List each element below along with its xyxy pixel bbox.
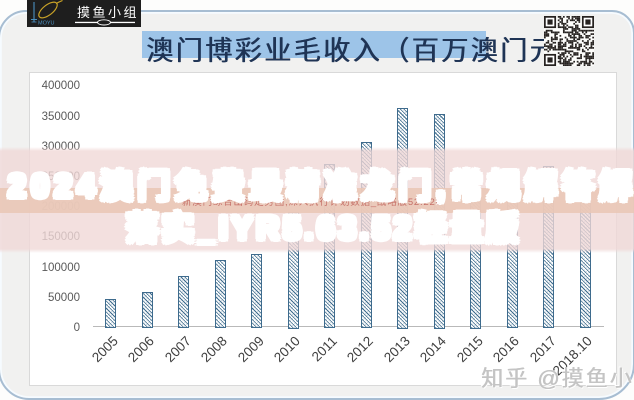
svg-text:MOYU: MOYU [38,21,55,27]
svg-text:摸鱼小组: 摸鱼小组 [77,5,139,20]
